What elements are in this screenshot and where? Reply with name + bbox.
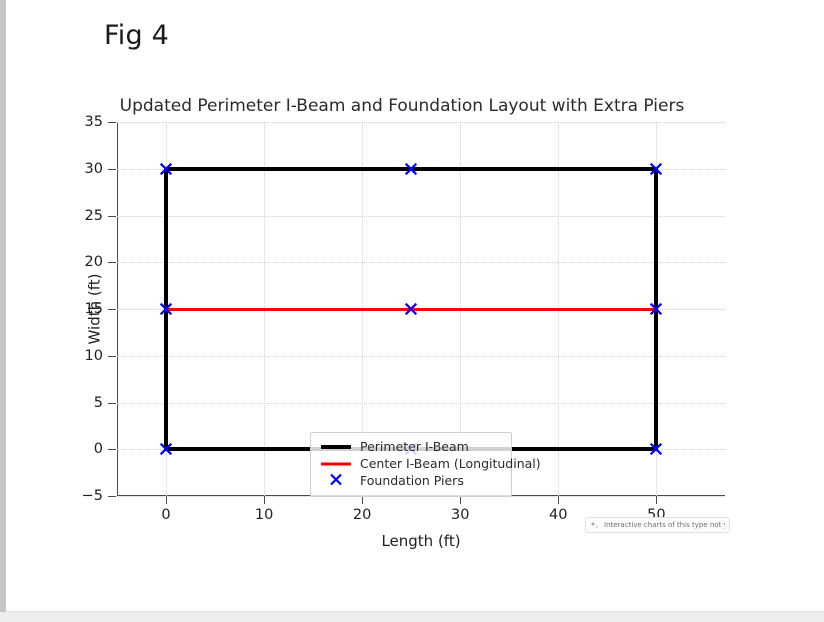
foundation-pier-marker xyxy=(649,161,664,176)
y-tick-label: −5 xyxy=(81,488,103,504)
x-tick-label: 0 xyxy=(161,507,171,523)
x-tick xyxy=(166,496,168,504)
gridline-horizontal xyxy=(117,122,725,123)
y-tick xyxy=(108,122,116,123)
legend-item: Foundation Piers xyxy=(319,473,503,489)
x-tick-label: 40 xyxy=(549,507,568,523)
y-tick xyxy=(108,168,116,170)
foundation-pier-marker xyxy=(159,302,174,317)
foundation-pier-marker xyxy=(649,442,664,457)
legend-item: Perimeter I-Beam xyxy=(319,439,503,455)
y-tick-label: 25 xyxy=(84,207,103,224)
y-tick xyxy=(108,262,116,264)
x-tick xyxy=(460,496,462,504)
sparkle-icon xyxy=(590,520,599,530)
x-tick xyxy=(362,496,364,504)
y-tick xyxy=(108,449,116,451)
y-tick-label: 10 xyxy=(84,347,103,364)
foundation-pier-marker xyxy=(159,161,174,176)
foundation-pier-marker xyxy=(159,442,174,457)
y-tick-label: 0 xyxy=(93,441,103,458)
x-tick xyxy=(558,496,560,504)
y-tick xyxy=(108,496,116,497)
y-tick-label: 30 xyxy=(84,160,103,177)
x-tick xyxy=(264,496,266,504)
x-axis-label: Length (ft) xyxy=(381,532,461,550)
canvas-bottom-divider xyxy=(6,611,824,612)
legend-marker-x-icon xyxy=(319,473,353,488)
figure-container: Updated Perimeter I-Beam and Foundation … xyxy=(52,88,752,550)
y-tick-label: 5 xyxy=(93,394,103,411)
foundation-pier-marker xyxy=(404,161,419,176)
y-tick-label: 20 xyxy=(84,254,103,271)
legend-item-label: Foundation Piers xyxy=(360,473,464,488)
y-axis-label: Width (ft) xyxy=(85,273,104,345)
legend-line-swatch xyxy=(319,440,353,454)
gridline-horizontal xyxy=(117,355,725,357)
window-left-gutter xyxy=(0,0,6,612)
y-tick-label: 35 xyxy=(84,114,103,130)
y-tick xyxy=(108,402,116,404)
foundation-pier-marker xyxy=(404,302,419,317)
legend-item-label: Center I-Beam (Longitudinal) xyxy=(360,456,541,471)
window-bottom-strip xyxy=(0,612,824,622)
legend-item: Center I-Beam (Longitudinal) xyxy=(319,456,541,472)
foundation-pier-marker xyxy=(649,302,664,317)
legend-line-swatch xyxy=(319,457,353,471)
chart-legend: Perimeter I-Beam Center I-Beam (Longitudi… xyxy=(310,432,541,497)
gridline-horizontal xyxy=(117,262,725,264)
unsupported-chart-notice: Interactive charts of this type not yet … xyxy=(585,517,730,533)
x-tick-label: 30 xyxy=(450,507,470,523)
legend-item-label: Perimeter I-Beam xyxy=(360,439,469,454)
gridline-horizontal xyxy=(117,215,725,217)
gridline-horizontal xyxy=(117,402,725,404)
slide-heading: Fig 4 xyxy=(104,20,169,51)
chart-title: Updated Perimeter I-Beam and Foundation … xyxy=(119,96,685,116)
x-tick xyxy=(656,496,658,504)
y-tick-label: 15 xyxy=(84,301,103,317)
y-tick xyxy=(108,215,116,217)
x-tick-label: 20 xyxy=(352,507,372,523)
y-tick xyxy=(108,355,116,357)
x-tick-label: 10 xyxy=(254,507,274,523)
y-tick xyxy=(108,309,116,310)
unsupported-chart-notice-text: Interactive charts of this type not yet … xyxy=(604,521,725,529)
